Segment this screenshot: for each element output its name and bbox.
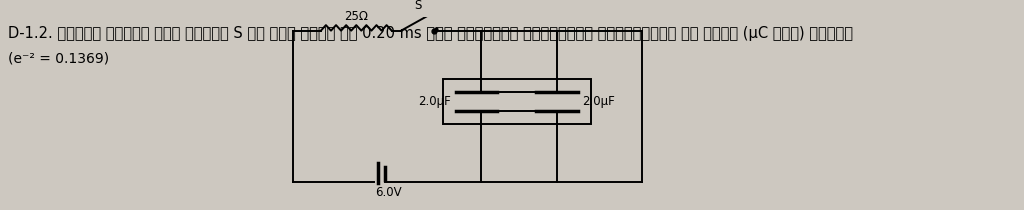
Text: D-1.2. निम्न परिपथ में कुंजी S को बंद करने के 0.20 ms समय पश्चात् प्रत्येक संधार: D-1.2. निम्न परिपथ में कुंजी S को बंद कर…	[7, 26, 853, 41]
Text: 25Ω: 25Ω	[344, 10, 369, 23]
Text: 6.0V: 6.0V	[376, 186, 402, 199]
Text: S: S	[415, 0, 422, 12]
Text: (e⁻² = 0.1369): (e⁻² = 0.1369)	[7, 52, 109, 66]
Text: 2.0μF: 2.0μF	[583, 95, 615, 108]
Text: 2.0μF: 2.0μF	[419, 95, 452, 108]
